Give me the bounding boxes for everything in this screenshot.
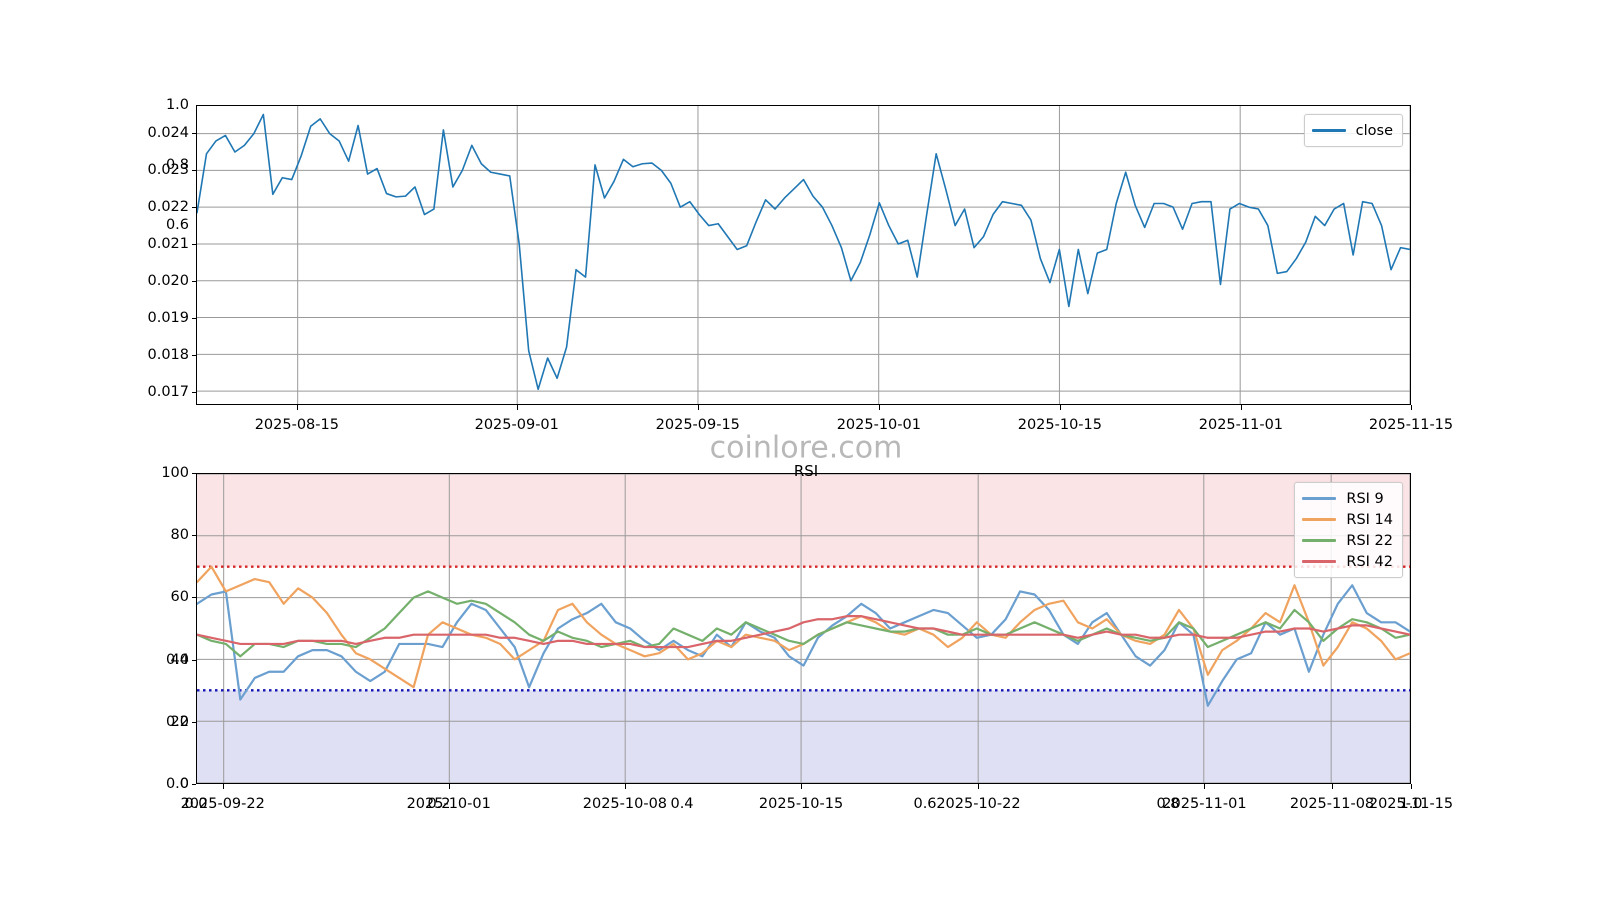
price-y-tickmark xyxy=(192,169,196,171)
rsi-x-tick-label: 2025-11-01 xyxy=(1162,796,1247,812)
rsi-x-tickmark xyxy=(1411,784,1412,789)
legend-color-swatch xyxy=(1302,518,1337,521)
rsi-y-tick-label: 40 xyxy=(170,651,189,668)
price-x-tickmark xyxy=(1411,405,1412,410)
legend-color-swatch xyxy=(1311,129,1346,132)
rsi-x-tickmark xyxy=(978,784,980,789)
rsi-plot-area xyxy=(196,473,1411,784)
price-y-tick-label: 0.020 xyxy=(147,272,189,289)
price-y-tick-label: 0.022 xyxy=(147,198,189,215)
legend-label: close xyxy=(1355,122,1393,139)
price-y-tickmark xyxy=(192,392,196,394)
rsi-y-tick-label: 60 xyxy=(170,589,189,606)
price-x-tick-label: 2025-11-01 xyxy=(1198,417,1284,433)
rsi-panel-title: RSI xyxy=(793,462,819,480)
rsi-x-tickmark xyxy=(448,784,450,789)
rsi-x-alt-tick-label: 0.2 xyxy=(427,796,451,812)
rsi-legend-item[interactable]: RSI 9 xyxy=(1302,488,1393,509)
rsi-legend-item[interactable]: RSI 22 xyxy=(1302,530,1393,551)
rsi-y-tickmark xyxy=(192,473,196,474)
rsi-x-tickmark xyxy=(1332,784,1334,789)
rsi-x-alt-tick-label: 0.0 xyxy=(184,796,208,812)
legend-label: RSI 42 xyxy=(1346,553,1393,570)
rsi-y-tick-label: 0 xyxy=(179,775,189,792)
price-x-tickmark xyxy=(1059,405,1061,410)
price-x-tick-label: 2025-09-15 xyxy=(655,417,740,433)
rsi-y-tick-label: 100 xyxy=(161,464,189,481)
price-x-tick-label: 2025-10-15 xyxy=(1017,417,1102,433)
price-x-tickmark xyxy=(296,405,298,410)
rsi-legend-item[interactable]: RSI 14 xyxy=(1302,509,1393,530)
price-x-tick-label: 2025-11-15 xyxy=(1368,417,1454,433)
price-y-tickmark xyxy=(192,280,196,282)
price-y-tick-label: 0.018 xyxy=(147,346,189,363)
legend-label: RSI 22 xyxy=(1346,532,1393,549)
rsi-x-tick-label: 2025-11-08 xyxy=(1289,796,1375,812)
rsi-y-alt-tick-label: 0.2 xyxy=(165,713,189,730)
rsi-x-tickmark xyxy=(801,784,803,789)
price-x-tick-label: 2025-10-01 xyxy=(836,417,921,433)
price-y-tick-label: 0.017 xyxy=(147,383,189,400)
watermark-text: coinlore.com xyxy=(709,430,903,466)
rsi-y-tickmark xyxy=(192,597,196,599)
price-x-tickmark xyxy=(1240,405,1242,410)
rsi-legend[interactable]: RSI 9 RSI 14 RSI 22 RSI 42 xyxy=(1294,482,1403,578)
legend-color-swatch xyxy=(1302,497,1337,500)
price-x-tickmark xyxy=(697,405,699,410)
price-x-tick-label: 2025-09-01 xyxy=(474,417,559,433)
rsi-y-tickmark xyxy=(192,721,196,723)
rsi-x-tickmark xyxy=(222,784,224,789)
legend-label: RSI 14 xyxy=(1346,511,1393,528)
price-y-tick-label: 0.023 xyxy=(147,161,189,178)
rsi-x-tick-label: 2025-10-01 xyxy=(406,796,491,812)
price-y-tickmark xyxy=(192,132,196,134)
legend-color-swatch xyxy=(1302,560,1337,563)
rsi-x-tick-label: 2025-10-15 xyxy=(758,796,844,812)
price-legend-item[interactable]: close xyxy=(1311,120,1393,141)
rsi-y-tick-label: 80 xyxy=(170,526,189,543)
price-y-tickmark xyxy=(192,206,196,208)
rsi-x-tick-label: 2025-10-22 xyxy=(936,796,1021,812)
rsi-y-alt-tick-label: 0.0 xyxy=(165,775,189,792)
price-y-alt-tick-label: 0.6 xyxy=(165,216,189,233)
price-plot-area xyxy=(196,105,1411,405)
price-y-alt-tick-label: 1.0 xyxy=(165,96,189,113)
price-line-plot xyxy=(197,106,1410,404)
rsi-y-alt-tick-label: 0.4 xyxy=(165,651,189,668)
rsi-x-alt-tick-label: 0.4 xyxy=(670,796,694,812)
legend-color-swatch xyxy=(1302,539,1337,542)
price-y-tick-label: 0.024 xyxy=(147,124,189,141)
price-x-tick-label: 2025-08-15 xyxy=(254,417,339,433)
price-y-tick-label: 0.021 xyxy=(147,235,189,252)
rsi-x-tick-label: 2025-11-15 xyxy=(1368,796,1454,812)
rsi-y-tickmark xyxy=(192,659,196,661)
price-y-tick-label: 0.019 xyxy=(147,309,189,326)
legend-label: RSI 9 xyxy=(1346,490,1384,507)
rsi-x-alt-tick-label: 1.0 xyxy=(1399,796,1423,812)
price-y-alt-tick-label: 0.8 xyxy=(165,156,189,173)
rsi-y-tickmark xyxy=(192,784,196,785)
rsi-y-tickmark xyxy=(192,535,196,537)
price-y-tickmark xyxy=(192,243,196,245)
rsi-x-tick-label: 2025-09-22 xyxy=(180,796,265,812)
rsi-y-tick-label: 20 xyxy=(170,713,189,730)
rsi-chart-panel: RSI 9 RSI 14 RSI 22 RSI 42 xyxy=(196,473,1411,784)
price-legend[interactable]: close xyxy=(1303,114,1403,147)
rsi-x-alt-tick-label: 0.8 xyxy=(1156,796,1180,812)
rsi-x-tickmark xyxy=(624,784,626,789)
price-y-tickmark xyxy=(192,317,196,319)
price-x-tickmark xyxy=(516,405,518,410)
rsi-x-tickmark xyxy=(1204,784,1206,789)
rsi-line-plot xyxy=(197,474,1410,783)
price-y-tickmark xyxy=(192,355,196,356)
rsi-legend-item[interactable]: RSI 42 xyxy=(1302,551,1393,572)
price-x-tickmark xyxy=(878,405,880,410)
rsi-x-tick-label: 2025-10-08 xyxy=(582,796,668,812)
rsi-x-alt-tick-label: 0.6 xyxy=(913,796,937,812)
price-chart-panel: close xyxy=(196,105,1411,405)
